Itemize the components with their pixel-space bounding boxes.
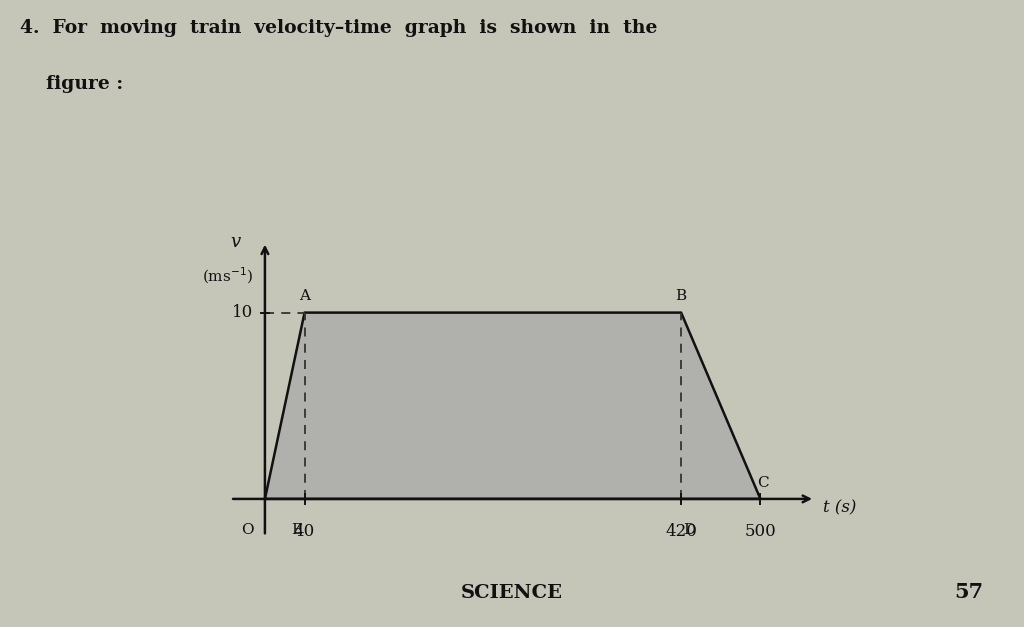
Text: figure :: figure : <box>20 75 124 93</box>
Text: 40: 40 <box>294 523 315 540</box>
Polygon shape <box>265 313 761 499</box>
Text: D: D <box>683 523 695 537</box>
Text: 10: 10 <box>231 304 253 321</box>
Text: (ms$^{-1}$): (ms$^{-1}$) <box>202 265 253 285</box>
Text: 420: 420 <box>666 523 697 540</box>
Text: O: O <box>241 523 253 537</box>
Text: E: E <box>292 523 302 537</box>
Text: B: B <box>676 289 687 303</box>
Text: SCIENCE: SCIENCE <box>461 584 563 602</box>
Text: A: A <box>299 289 310 303</box>
Text: 4.  For  moving  train  velocity–time  graph  is  shown  in  the: 4. For moving train velocity–time graph … <box>20 19 657 37</box>
Text: C: C <box>758 476 769 490</box>
Text: 57: 57 <box>954 582 983 602</box>
Text: 500: 500 <box>744 523 776 540</box>
Text: t (s): t (s) <box>823 500 856 517</box>
Text: v: v <box>230 233 241 251</box>
